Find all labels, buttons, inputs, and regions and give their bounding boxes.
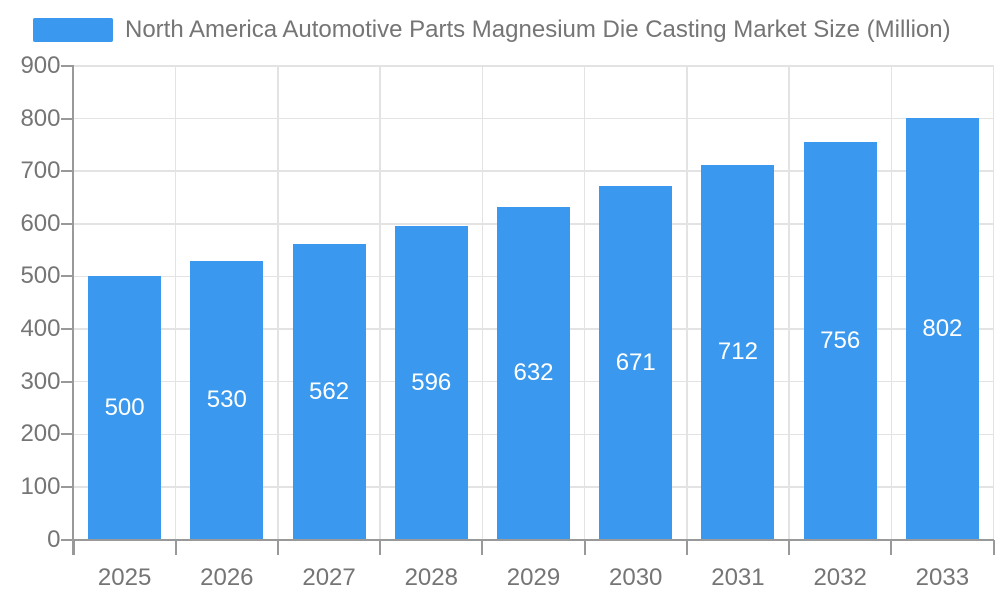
gridline-vertical: [583, 66, 586, 540]
bar-value-label: 632: [513, 359, 554, 387]
y-axis-tick: [60, 275, 74, 278]
bar-2030[interactable]: 671: [599, 186, 673, 540]
gridline-vertical: [890, 66, 893, 540]
y-axis-tick: [60, 117, 74, 120]
bar-2025[interactable]: 500: [88, 276, 162, 540]
bar-2027[interactable]: 562: [292, 243, 366, 540]
y-axis-label-500: 500: [20, 262, 61, 290]
y-axis-label-100: 100: [20, 472, 61, 500]
x-axis-label-2026: 2026: [200, 563, 254, 591]
bar-2026[interactable]: 530: [190, 260, 264, 540]
bar-2032[interactable]: 756: [803, 141, 877, 540]
gridline-horizontal: [73, 117, 994, 120]
x-axis-label-2031: 2031: [711, 563, 765, 591]
bar-value-label: 756: [820, 326, 861, 354]
y-axis-tick: [60, 380, 74, 383]
bar-value-label: 802: [922, 314, 963, 342]
y-axis-label-300: 300: [20, 367, 61, 395]
x-axis-tick: [481, 539, 484, 555]
y-axis-label-400: 400: [20, 315, 61, 343]
x-axis-tick: [174, 539, 177, 555]
legend-swatch-icon: [33, 18, 113, 42]
bar-2033[interactable]: 802: [905, 117, 979, 540]
x-axis-tick: [379, 539, 382, 555]
x-axis-tick: [788, 539, 791, 555]
gridline-horizontal: [73, 170, 994, 172]
bar-value-label: 562: [309, 377, 350, 405]
bar-2028[interactable]: 596: [394, 225, 468, 540]
x-axis-tick: [992, 539, 995, 555]
gridline-vertical: [277, 66, 279, 540]
gridline-vertical: [481, 66, 484, 540]
x-axis-tick: [890, 539, 893, 555]
bar-2029[interactable]: 632: [497, 206, 570, 540]
bar-2031[interactable]: 712: [701, 164, 775, 540]
x-axis-line: [72, 538, 994, 541]
y-axis-line: [72, 66, 74, 555]
x-axis-tick: [583, 539, 586, 555]
gridline-horizontal: [73, 65, 994, 67]
x-axis-label-2027: 2027: [302, 563, 356, 591]
legend-item[interactable]: North America Automotive Parts Magnesium…: [33, 16, 951, 44]
y-axis-tick: [60, 170, 74, 173]
y-axis-label-800: 800: [20, 104, 61, 132]
y-axis-label-700: 700: [20, 157, 61, 185]
gridline-vertical: [992, 66, 995, 540]
y-axis-tick: [60, 65, 74, 67]
bar-value-label: 712: [717, 338, 758, 366]
y-axis-label-200: 200: [20, 420, 61, 448]
y-axis-tick: [60, 538, 74, 541]
gridline-vertical: [174, 66, 177, 540]
y-axis-tick: [60, 433, 74, 436]
x-axis-tick: [276, 539, 279, 555]
bar-value-label: 500: [104, 393, 145, 421]
y-axis-tick: [60, 485, 74, 488]
gridline-vertical: [686, 66, 688, 540]
x-axis-label-2033: 2033: [915, 563, 970, 591]
y-axis-tick: [60, 328, 74, 331]
bar-value-label: 530: [206, 386, 247, 414]
x-axis-label-2032: 2032: [813, 563, 867, 591]
gridline-vertical: [788, 66, 790, 540]
y-axis-tick: [60, 222, 74, 225]
x-axis-tick: [685, 539, 688, 555]
gridline-vertical: [379, 66, 381, 540]
x-axis-label-2029: 2029: [506, 563, 561, 591]
y-axis-label-600: 600: [20, 209, 61, 237]
x-axis-label-2030: 2030: [609, 563, 663, 591]
legend-label: North America Automotive Parts Magnesium…: [125, 16, 951, 43]
y-axis-label-900: 900: [20, 52, 61, 79]
y-axis-label-0: 0: [47, 525, 61, 553]
bar-value-label: 671: [615, 348, 656, 376]
x-axis-label-2025: 2025: [97, 563, 152, 591]
x-axis-label-2028: 2028: [404, 563, 458, 591]
bar-value-label: 596: [411, 368, 452, 396]
